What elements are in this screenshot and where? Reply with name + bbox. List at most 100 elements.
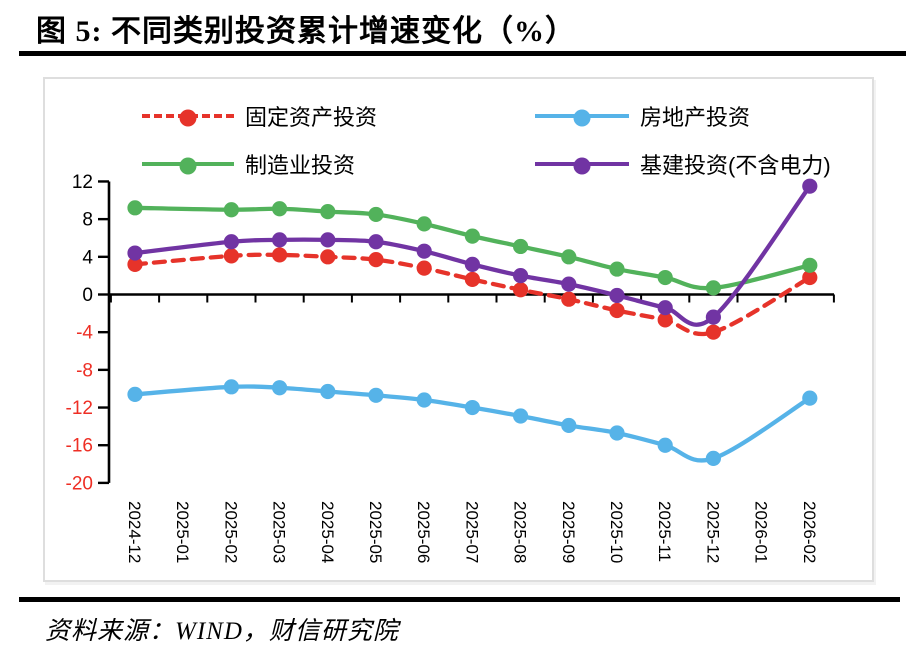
series-marker-real-estate-investment bbox=[657, 437, 673, 453]
x-tick-label: 2025-10 bbox=[607, 501, 626, 563]
series-marker-infrastructure-investment bbox=[320, 232, 336, 248]
series-marker-fixed-asset-investment bbox=[464, 271, 480, 288]
series-marker-infrastructure-investment bbox=[561, 276, 577, 292]
x-tick-label: 2025-01 bbox=[173, 501, 192, 563]
x-tick-label: 2025-09 bbox=[559, 501, 578, 563]
legend-item-manufacturing-investment: 制造业投资 bbox=[142, 148, 355, 180]
x-tick-label: 2025-06 bbox=[414, 501, 433, 563]
series-marker-manufacturing-investment bbox=[464, 228, 480, 244]
series-marker-manufacturing-investment bbox=[223, 202, 239, 218]
line-chart-plot: 12 8 4 0 -4 -8 -12 -16 -20 2024-12 2025-01 2025-02 2… bbox=[66, 172, 835, 563]
series-marker-manufacturing-investment bbox=[561, 249, 577, 265]
x-tick-label: 2025-08 bbox=[511, 501, 530, 563]
legend-line-sample-icon bbox=[535, 157, 629, 175]
y-tick-label: -16 bbox=[66, 436, 93, 457]
series-marker-fixed-asset-investment bbox=[368, 252, 384, 268]
legend-item-fixed-asset-investment: 固定资产投资 bbox=[142, 100, 377, 132]
series-marker-fixed-asset-investment bbox=[272, 247, 288, 263]
series-marker-infrastructure-investment bbox=[705, 309, 722, 325]
y-tick-label: 12 bbox=[72, 172, 93, 193]
series-marker-fixed-asset-investment bbox=[127, 256, 143, 272]
series-marker-real-estate-investment bbox=[464, 399, 480, 416]
y-tick-label: -8 bbox=[76, 360, 93, 381]
legend-line-sample-icon bbox=[142, 109, 234, 127]
legend-marker-dot-icon bbox=[179, 109, 197, 127]
series-marker-manufacturing-investment bbox=[802, 257, 818, 273]
x-tick-label: 2025-12 bbox=[703, 501, 722, 563]
series-marker-real-estate-investment bbox=[127, 386, 143, 402]
series-marker-infrastructure-investment bbox=[513, 268, 529, 284]
legend-label: 基建投资(不含电力) bbox=[640, 153, 831, 178]
y-tick-label: 8 bbox=[82, 210, 93, 231]
series-marker-real-estate-investment bbox=[368, 387, 384, 403]
series-marker-manufacturing-investment bbox=[320, 204, 336, 220]
series-marker-real-estate-investment bbox=[320, 383, 336, 400]
series-marker-manufacturing-investment bbox=[609, 261, 625, 277]
source-note: 资料来源：WIND，财信研究院 bbox=[45, 618, 399, 645]
series-marker-real-estate-investment bbox=[705, 450, 722, 467]
series-marker-manufacturing-investment bbox=[368, 206, 384, 223]
legend-item-infrastructure-investment: 基建投资(不含电力) bbox=[535, 148, 831, 180]
series-marker-fixed-asset-investment bbox=[609, 302, 625, 319]
series-marker-real-estate-investment bbox=[802, 390, 818, 406]
series-marker-manufacturing-investment bbox=[127, 200, 143, 216]
y-tick-label: 4 bbox=[82, 247, 93, 268]
y-tick-label: -4 bbox=[76, 323, 93, 344]
series-marker-infrastructure-investment bbox=[223, 234, 239, 250]
series-marker-fixed-asset-investment bbox=[657, 312, 673, 328]
series-marker-real-estate-investment bbox=[561, 417, 577, 434]
series-marker-fixed-asset-investment bbox=[416, 260, 432, 276]
series-marker-infrastructure-investment bbox=[416, 243, 432, 259]
y-tick-label: 0 bbox=[82, 285, 93, 306]
x-tick-label: 2025-05 bbox=[366, 501, 385, 563]
x-tick-label: 2025-04 bbox=[318, 501, 337, 563]
series-marker-manufacturing-investment bbox=[657, 269, 673, 286]
series-marker-infrastructure-investment bbox=[127, 245, 143, 261]
legend-label: 房地产投资 bbox=[640, 105, 751, 130]
series-marker-manufacturing-investment bbox=[272, 201, 288, 217]
series-marker-manufacturing-investment bbox=[513, 238, 529, 255]
legend-marker-dot-icon bbox=[573, 157, 591, 175]
legend-label: 固定资产投资 bbox=[245, 105, 378, 130]
series-marker-infrastructure-investment bbox=[802, 178, 818, 194]
series-marker-fixed-asset-investment bbox=[705, 324, 722, 340]
series-marker-fixed-asset-investment bbox=[561, 291, 577, 307]
series-marker-infrastructure-investment bbox=[464, 256, 480, 272]
legend-marker-dot-icon bbox=[179, 157, 197, 175]
series-marker-fixed-asset-investment bbox=[802, 269, 818, 286]
x-tick-label: 2025-02 bbox=[221, 501, 240, 563]
legend-label: 制造业投资 bbox=[245, 153, 356, 178]
series-marker-real-estate-investment bbox=[272, 380, 288, 396]
series-marker-manufacturing-investment bbox=[416, 216, 432, 232]
footer-divider-rule bbox=[19, 597, 900, 602]
x-tick-label: 2024-12 bbox=[125, 501, 144, 563]
x-tick-label: 2026-01 bbox=[752, 501, 771, 563]
series-marker-fixed-asset-investment bbox=[513, 282, 529, 298]
page-title: 图 5: 不同类别投资累计增速变化（%） bbox=[36, 15, 576, 48]
series-marker-fixed-asset-investment bbox=[223, 248, 239, 264]
legend-line-sample-icon bbox=[535, 109, 629, 127]
x-tick-label: 2025-03 bbox=[270, 501, 289, 563]
series-marker-infrastructure-investment bbox=[368, 234, 384, 250]
x-tick-label: 2025-11 bbox=[655, 501, 674, 562]
series-marker-infrastructure-investment bbox=[609, 287, 625, 304]
legend-line-sample-icon bbox=[142, 157, 234, 175]
legend-item-real-estate-investment: 房地产投资 bbox=[535, 100, 750, 132]
y-tick-label: -12 bbox=[66, 398, 93, 419]
y-tick-label: -20 bbox=[66, 473, 93, 494]
series-marker-real-estate-investment bbox=[513, 408, 529, 424]
series-marker-manufacturing-investment bbox=[705, 280, 722, 296]
chart-frame: 12 8 4 0 -4 -8 -12 -16 -20 2024-12 2025-01 2025-02 2… bbox=[43, 77, 874, 582]
x-tick-label: 2026-02 bbox=[800, 501, 819, 563]
series-marker-real-estate-investment bbox=[223, 379, 239, 395]
legend-marker-dot-icon bbox=[573, 109, 591, 127]
series-marker-real-estate-investment bbox=[609, 425, 625, 441]
series-marker-infrastructure-investment bbox=[657, 300, 673, 316]
title-divider-rule bbox=[19, 51, 906, 56]
series-marker-real-estate-investment bbox=[416, 392, 432, 408]
series-marker-fixed-asset-investment bbox=[320, 249, 336, 265]
series-line-real-estate-investment bbox=[132, 384, 812, 463]
x-tick-label: 2025-07 bbox=[462, 501, 481, 563]
series-marker-infrastructure-investment bbox=[272, 232, 288, 248]
